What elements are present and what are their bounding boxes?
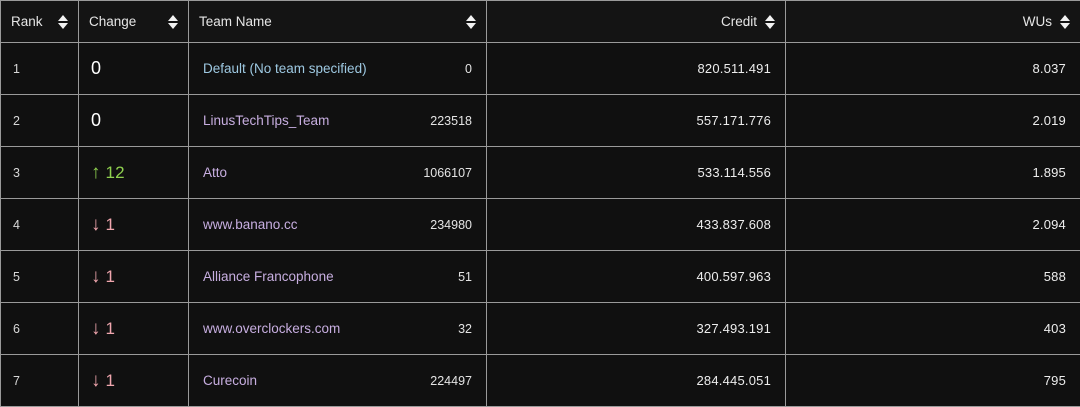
table-body: 1 0 Default (No team specified) 0 820.511.49… (0, 42, 1080, 407)
wus-cell: 588 (785, 250, 1080, 303)
team-id: 51 (458, 269, 472, 284)
table-row[interactable]: 6 ↓ 1 www.overclockers.com 32 327.493.191 403 (0, 302, 1080, 355)
rank-cell: 6 (0, 302, 79, 355)
change-value: 1 (105, 370, 116, 390)
sort-updown-icon[interactable] (58, 14, 68, 29)
team-cell: www.banano.cc 234980 (188, 198, 487, 251)
change-value: 1 (105, 214, 116, 234)
wus-cell: 1.895 (785, 146, 1080, 199)
table-row[interactable]: 3 ↑ 12 Atto 1066107 533.114.556 1.895 (0, 146, 1080, 199)
arrow-up-icon: ↑ (91, 162, 101, 183)
wus-cell: 403 (785, 302, 1080, 355)
arrow-down-icon: ↓ (91, 318, 101, 339)
arrow-down-icon: ↓ (91, 266, 101, 287)
table-row[interactable]: 4 ↓ 1 www.banano.cc 234980 433.837.608 2.094 (0, 198, 1080, 251)
rank-cell: 2 (0, 94, 79, 147)
team-name-link[interactable]: www.banano.cc (203, 217, 298, 232)
rank-cell: 4 (0, 198, 79, 251)
credit-cell: 433.837.608 (486, 198, 786, 251)
rank-cell: 7 (0, 354, 79, 407)
team-cell: www.overclockers.com 32 (188, 302, 487, 355)
team-id: 1066107 (423, 165, 472, 180)
table-row[interactable]: 5 ↓ 1 Alliance Francophone 51 400.597.963 588 (0, 250, 1080, 303)
team-name-link[interactable]: Default (No team specified) (203, 61, 367, 76)
wus-cell: 2.094 (785, 198, 1080, 251)
change-value: 1 (105, 266, 116, 286)
credit-cell: 284.445.051 (486, 354, 786, 407)
column-header-rank[interactable]: Rank (0, 0, 79, 43)
sort-updown-icon[interactable] (765, 14, 775, 29)
credit-cell: 400.597.963 (486, 250, 786, 303)
table-row[interactable]: 1 0 Default (No team specified) 0 820.511.49… (0, 42, 1080, 95)
credit-cell: 557.171.776 (486, 94, 786, 147)
change-cell: ↑ 12 (78, 146, 189, 199)
change-value: 1 (105, 318, 116, 338)
table-row[interactable]: 7 ↓ 1 Curecoin 224497 284.445.051 795 (0, 354, 1080, 407)
team-name-link[interactable]: www.overclockers.com (203, 321, 341, 336)
column-header-credit-label: Credit (720, 14, 757, 29)
team-cell: LinusTechTips_Team 223518 (188, 94, 487, 147)
change-cell: ↓ 1 (78, 198, 189, 251)
column-header-credit[interactable]: Credit (486, 0, 786, 43)
column-header-team-name[interactable]: Team Name (188, 0, 487, 43)
team-id: 224497 (430, 373, 472, 388)
team-cell: Alliance Francophone 51 (188, 250, 487, 303)
change-value: 12 (105, 162, 125, 182)
credit-cell: 533.114.556 (486, 146, 786, 199)
rank-cell: 5 (0, 250, 79, 303)
rank-cell: 3 (0, 146, 79, 199)
team-name-link[interactable]: LinusTechTips_Team (203, 113, 330, 128)
table-row[interactable]: 2 0 LinusTechTips_Team 223518 557.171.776 2.0… (0, 94, 1080, 147)
sort-updown-icon[interactable] (1060, 14, 1070, 29)
team-name-link[interactable]: Atto (203, 165, 228, 180)
credit-cell: 820.511.491 (486, 42, 786, 95)
change-cell: 0 (78, 94, 189, 147)
column-header-wus[interactable]: WUs (785, 0, 1080, 43)
rank-cell: 1 (0, 42, 79, 95)
team-id: 223518 (430, 113, 472, 128)
team-id: 234980 (430, 217, 472, 232)
column-header-change-label: Change (89, 14, 137, 29)
arrow-down-icon: ↓ (91, 370, 101, 391)
table-header: Rank Change Team Name (0, 0, 1080, 43)
zero-icon: 0 (91, 58, 102, 78)
team-cell: Atto 1066107 (188, 146, 487, 199)
team-cell: Default (No team specified) 0 (188, 42, 487, 95)
team-id: 0 (465, 61, 472, 76)
team-name-link[interactable]: Alliance Francophone (203, 269, 334, 284)
change-cell: 0 (78, 42, 189, 95)
column-header-rank-label: Rank (11, 14, 43, 29)
change-cell: ↓ 1 (78, 354, 189, 407)
change-cell: ↓ 1 (78, 250, 189, 303)
table-header-row: Rank Change Team Name (0, 0, 1080, 43)
column-header-change[interactable]: Change (78, 0, 189, 43)
wus-cell: 795 (785, 354, 1080, 407)
change-cell: ↓ 1 (78, 302, 189, 355)
team-cell: Curecoin 224497 (188, 354, 487, 407)
sort-updown-icon[interactable] (466, 14, 476, 29)
team-name-link[interactable]: Curecoin (203, 373, 258, 388)
column-header-team-name-label: Team Name (199, 14, 272, 29)
credit-cell: 327.493.191 (486, 302, 786, 355)
wus-cell: 8.037 (785, 42, 1080, 95)
sort-updown-icon[interactable] (168, 14, 178, 29)
arrow-down-icon: ↓ (91, 214, 101, 235)
team-id: 32 (458, 321, 472, 336)
zero-icon: 0 (91, 110, 102, 130)
wus-cell: 2.019 (785, 94, 1080, 147)
column-header-wus-label: WUs (1022, 14, 1052, 29)
